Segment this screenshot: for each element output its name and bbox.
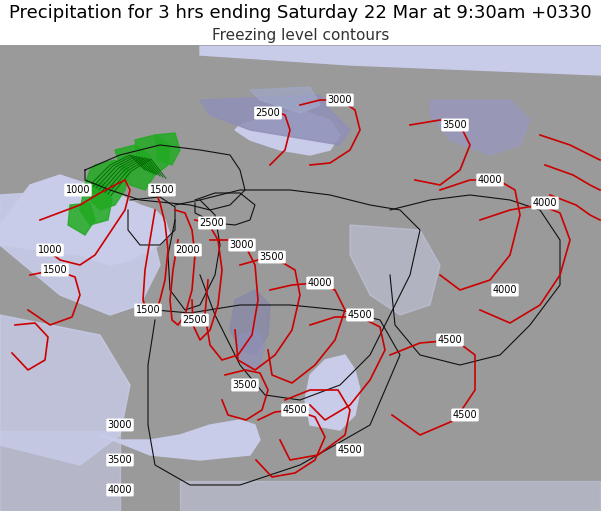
Polygon shape [0,431,120,511]
Polygon shape [155,133,180,165]
Text: 3500: 3500 [108,455,132,465]
Text: 3500: 3500 [233,380,257,390]
Text: 1500: 1500 [150,185,174,195]
Text: 3500: 3500 [260,252,284,262]
Text: 2500: 2500 [183,315,207,325]
Polygon shape [200,45,601,75]
Text: 1500: 1500 [43,265,67,275]
Text: 3000: 3000 [328,95,352,105]
Polygon shape [115,145,155,190]
Polygon shape [350,225,440,315]
Text: 4000: 4000 [532,198,557,208]
Polygon shape [430,100,530,155]
Polygon shape [230,290,270,355]
Text: 4500: 4500 [438,335,462,345]
Text: 3000: 3000 [108,420,132,430]
Polygon shape [235,110,340,155]
Text: 4000: 4000 [108,485,132,495]
Text: Precipitation for 3 hrs ending Saturday 22 Mar at 9:30am +0330: Precipitation for 3 hrs ending Saturday … [9,4,592,21]
Text: 4000: 4000 [493,285,517,295]
Text: 1500: 1500 [136,305,160,315]
Polygon shape [80,183,112,225]
Polygon shape [200,95,350,145]
Text: 4500: 4500 [453,410,477,420]
Polygon shape [68,203,95,235]
Polygon shape [100,420,260,460]
Polygon shape [0,175,170,265]
Text: 2000: 2000 [175,245,200,255]
Text: 3500: 3500 [443,120,468,130]
Polygon shape [238,330,265,370]
Text: 1000: 1000 [66,185,90,195]
Text: 4500: 4500 [348,310,372,320]
Text: 2500: 2500 [200,218,224,228]
Text: 2500: 2500 [255,108,281,118]
Polygon shape [135,135,170,175]
Polygon shape [0,190,160,315]
Polygon shape [85,160,130,210]
Text: 4000: 4000 [478,175,502,185]
Polygon shape [250,87,320,113]
Polygon shape [305,355,360,430]
Polygon shape [180,481,600,511]
Text: 3000: 3000 [230,240,254,250]
Text: 4000: 4000 [308,278,332,288]
Text: 4500: 4500 [282,405,307,415]
Polygon shape [0,315,130,465]
Text: Freezing level contours: Freezing level contours [212,28,389,42]
Text: 4500: 4500 [338,445,362,455]
Text: 1000: 1000 [38,245,63,255]
